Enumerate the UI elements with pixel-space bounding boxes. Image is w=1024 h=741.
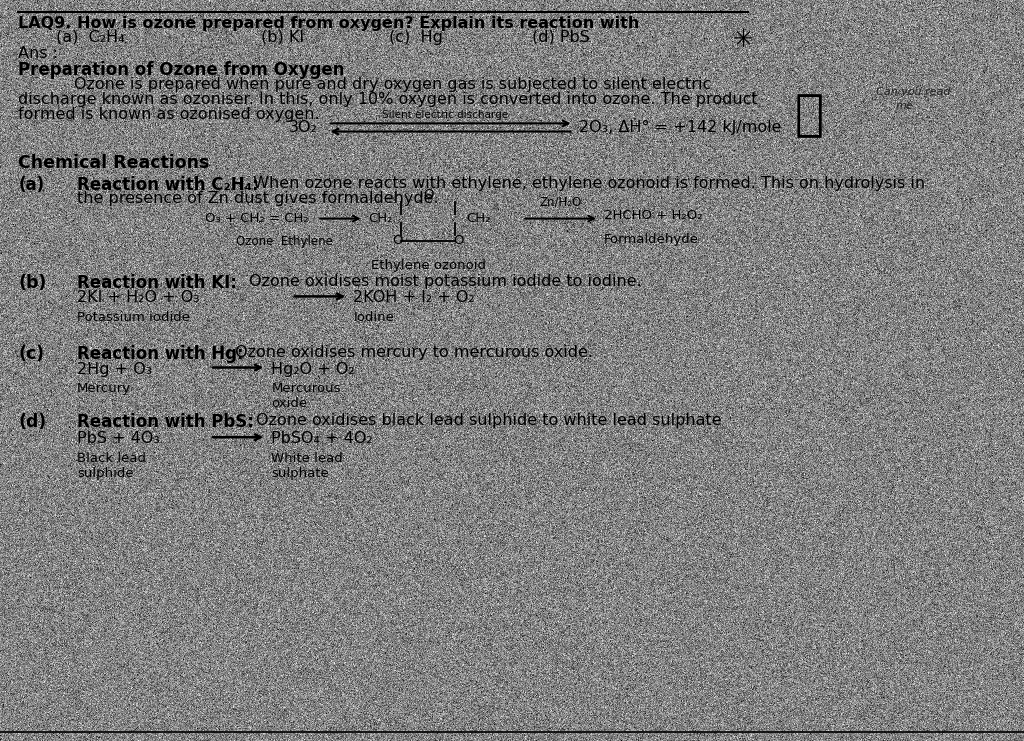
Text: Iodine: Iodine xyxy=(353,311,394,325)
Text: (a)  C₂H₄: (a) C₂H₄ xyxy=(56,30,125,44)
Text: Ozone oxidises moist potassium iodide to iodine.: Ozone oxidises moist potassium iodide to… xyxy=(244,274,641,289)
Text: me: me xyxy=(896,101,913,110)
Text: Ozone oxidises mercury to mercurous oxide.: Ozone oxidises mercury to mercurous oxid… xyxy=(230,345,593,359)
Text: (c)  Hg: (c) Hg xyxy=(389,30,443,44)
Text: sulphate: sulphate xyxy=(271,467,329,480)
Text: discharge known as ozoniser. In this, only 10% oxygen is converted into ozone. T: discharge known as ozoniser. In this, on… xyxy=(18,92,758,107)
Text: Silent electric discharge: Silent electric discharge xyxy=(382,110,509,120)
Text: 2KI + H₂O + O₃: 2KI + H₂O + O₃ xyxy=(77,290,200,305)
Text: When ozone reacts with ethylene, ethylene ozonoid is formed. This on hydrolysis : When ozone reacts with ethylene, ethylen… xyxy=(248,176,925,191)
Text: 2HCHO + H₂O₂: 2HCHO + H₂O₂ xyxy=(604,209,702,222)
Text: 2KOH + I₂ + O₂: 2KOH + I₂ + O₂ xyxy=(353,290,475,305)
Text: CH₂: CH₂ xyxy=(466,212,490,225)
Text: (a): (a) xyxy=(18,176,45,194)
Text: PbSO₄ + 4O₂: PbSO₄ + 4O₂ xyxy=(271,431,373,446)
Text: 🚶: 🚶 xyxy=(795,91,823,139)
Text: sulphide: sulphide xyxy=(77,467,133,480)
Text: Ozone  Ethylene: Ozone Ethylene xyxy=(236,235,333,248)
Text: (c): (c) xyxy=(18,345,45,362)
Text: 2O₃, ΔH° = +142 kJ/mole: 2O₃, ΔH° = +142 kJ/mole xyxy=(579,120,781,135)
Text: 3O₂: 3O₂ xyxy=(289,120,317,135)
Text: (d): (d) xyxy=(18,413,47,431)
Text: Black lead: Black lead xyxy=(77,452,145,465)
Text: Zn/H₂O: Zn/H₂O xyxy=(539,196,582,209)
Text: Can you read: Can you read xyxy=(876,87,950,97)
Text: Chemical Reactions: Chemical Reactions xyxy=(18,154,210,172)
Text: 2Hg + O₃: 2Hg + O₃ xyxy=(77,362,152,376)
Text: Reaction with PbS:: Reaction with PbS: xyxy=(77,413,254,431)
Text: oxide: oxide xyxy=(271,397,307,411)
Text: Reaction with KI:: Reaction with KI: xyxy=(77,274,237,292)
Text: O: O xyxy=(454,234,464,247)
Text: Reaction with C₂H₄:: Reaction with C₂H₄: xyxy=(77,176,258,194)
Text: PbS + 4O₃: PbS + 4O₃ xyxy=(77,431,160,446)
Text: White lead: White lead xyxy=(271,452,343,465)
Text: formed is known as ozonised oxygen.: formed is known as ozonised oxygen. xyxy=(18,107,321,122)
Text: Hg₂O + O₂: Hg₂O + O₂ xyxy=(271,362,355,376)
Text: Ethylene ozonoid: Ethylene ozonoid xyxy=(371,259,485,273)
Text: Preparation of Ozone from Oxygen: Preparation of Ozone from Oxygen xyxy=(18,61,345,79)
Text: Reaction with Hg:: Reaction with Hg: xyxy=(77,345,244,362)
Text: O: O xyxy=(423,188,433,202)
Text: Ans :: Ans : xyxy=(18,46,58,61)
Text: O₃ + CH₂ = CH₂: O₃ + CH₂ = CH₂ xyxy=(205,212,308,225)
Text: CH₂: CH₂ xyxy=(369,212,393,225)
Text: O: O xyxy=(392,234,402,247)
Text: Mercury: Mercury xyxy=(77,382,131,396)
Text: (b) KI: (b) KI xyxy=(261,30,304,44)
Text: the presence of Zn dust gives formaldehyde.: the presence of Zn dust gives formaldehy… xyxy=(77,191,438,206)
Text: LAQ9. How is ozone prepared from oxygen? Explain its reaction with: LAQ9. How is ozone prepared from oxygen?… xyxy=(18,16,640,31)
Text: (d) PbS: (d) PbS xyxy=(532,30,591,44)
Text: Ozone oxidises black lead sulphide to white lead sulphate: Ozone oxidises black lead sulphide to wh… xyxy=(251,413,722,428)
Text: Potassium iodide: Potassium iodide xyxy=(77,311,189,325)
Text: Ozone is prepared when pure and dry oxygen gas is subjected to silent electric: Ozone is prepared when pure and dry oxyg… xyxy=(74,77,711,92)
Text: (b): (b) xyxy=(18,274,47,292)
Text: Formaldehyde: Formaldehyde xyxy=(604,233,699,247)
Text: Mercurous: Mercurous xyxy=(271,382,341,396)
Text: ✳: ✳ xyxy=(732,28,754,52)
